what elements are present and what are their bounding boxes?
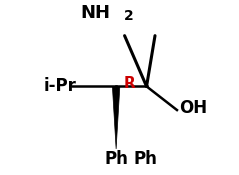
Text: R: R [124, 76, 136, 91]
Text: NH: NH [80, 4, 110, 22]
Polygon shape [112, 86, 120, 149]
Text: i-Pr: i-Pr [43, 77, 76, 95]
Text: Ph: Ph [134, 150, 158, 168]
Text: 2: 2 [124, 9, 133, 23]
Text: OH: OH [179, 99, 208, 117]
Text: Ph: Ph [104, 150, 128, 168]
